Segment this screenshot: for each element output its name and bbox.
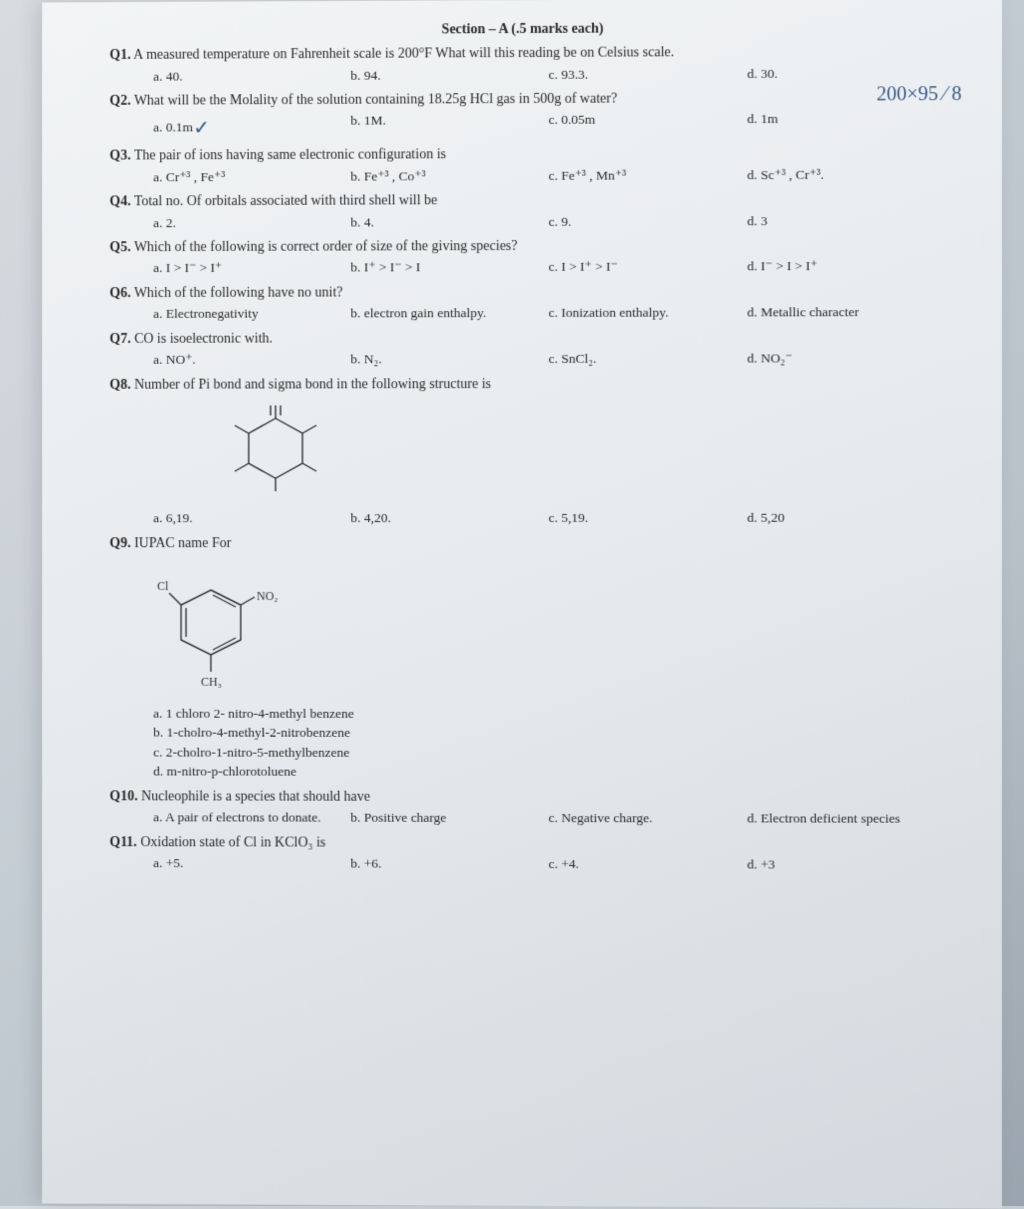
option-row: a. Cr⁺³ , Fe⁺³b. Fe⁺³ , Co⁺³c. Fe⁺³ , Mn… xyxy=(153,164,946,187)
question-stem: Q5. Which of the following is correct or… xyxy=(110,236,947,259)
question: Q2. What will be the Molality of the sol… xyxy=(102,88,947,141)
option: c. Fe⁺³ , Mn⁺³ xyxy=(549,165,748,185)
option: d. 5,20 xyxy=(747,508,946,528)
question-stem: Q11. Oxidation state of Cl in KClO₃ is xyxy=(110,833,947,855)
question: Q11. Oxidation state of Cl in KClO₃ isa.… xyxy=(102,833,947,875)
question-number: Q1. xyxy=(110,48,131,63)
question: Q1. A measured temperature on Fahrenheit… xyxy=(102,42,947,86)
option: d. m-nitro-p-chlorotoluene xyxy=(153,762,946,783)
option: d. NO₂⁻ xyxy=(747,348,946,368)
benzene-structure-icon: Cl NO₂ CH₃ xyxy=(151,560,290,690)
question-stem: Q7. CO is isoelectronic with. xyxy=(110,328,947,350)
option: d. Metallic character xyxy=(747,302,946,322)
question: Q10. Nucleophile is a species that shoul… xyxy=(102,787,947,828)
option-row: a. 40.b. 94.c. 93.3.d. 30. xyxy=(153,63,946,86)
option: a. 6,19. xyxy=(153,508,350,528)
question-stem: Q8. Number of Pi bond and sigma bond in … xyxy=(110,374,947,396)
question: Q6. Which of the following have no unit?… xyxy=(102,282,947,324)
question: Q9. IUPAC name For Cl NO₂ CH₃ a. 1 chlor… xyxy=(102,534,947,783)
checkmark-icon: ✓ xyxy=(193,115,210,144)
option: c. 9. xyxy=(549,211,748,231)
option: c. Negative charge. xyxy=(549,808,748,828)
question-stem: Q9. IUPAC name For xyxy=(110,534,947,555)
structure-icon xyxy=(221,403,331,493)
option: a. 2. xyxy=(153,212,350,232)
question-number: Q10. xyxy=(110,789,138,804)
question-stem: Q4. Total no. Of orbitals associated wit… xyxy=(110,190,947,213)
option: b. Fe⁺³ , Co⁺³ xyxy=(351,166,549,186)
option: a. Cr⁺³ , Fe⁺³ xyxy=(153,166,350,186)
option: b. 1M. xyxy=(351,110,549,140)
option: b. 1-cholro-4-methyl-2-nitrobenzene xyxy=(153,723,946,743)
option-row: a. 1 chloro 2- nitro-4-methyl benzeneb. … xyxy=(153,703,946,782)
option: c. SnCl₂. xyxy=(549,349,748,369)
option: a. Electronegativity xyxy=(153,304,350,324)
option: b. 4. xyxy=(351,212,549,232)
option: c. 2-cholro-1-nitro-5-methylbenzene xyxy=(153,742,946,763)
question-number: Q6. xyxy=(110,286,131,301)
option-row: a. 6,19.b. 4,20.c. 5,19.d. 5,20 xyxy=(153,508,946,528)
exam-page: Section – A (.5 marks each) Q1. A measur… xyxy=(42,0,1002,1209)
question-number: Q5. xyxy=(110,240,131,255)
question: Q8. Number of Pi bond and sigma bond in … xyxy=(102,374,947,528)
question-number: Q8. xyxy=(110,378,131,393)
question: Q5. Which of the following is correct or… xyxy=(102,236,947,278)
option-row: a. I > I⁻ > I⁺b. I⁺ > I⁻ > Ic. I > I⁺ > … xyxy=(153,256,946,278)
molecule-figure: Cl NO₂ CH₃ xyxy=(151,560,946,698)
molecule-figure xyxy=(221,402,947,500)
option: d. Sc⁺³ , Cr⁺³. xyxy=(747,164,946,184)
option: a. I > I⁻ > I⁺ xyxy=(153,258,350,278)
option: a. 0.1m ✓ xyxy=(153,111,350,141)
option-row: a. +5.b. +6.c. +4.d. +3 xyxy=(153,853,946,874)
option: b. N₂. xyxy=(351,349,549,369)
handwritten-margin-note: 200×95 ⁄ 8 xyxy=(876,80,961,109)
option: d. Electron deficient species xyxy=(747,808,946,828)
option: d. I⁻ > I > I⁺ xyxy=(747,256,946,276)
option: a. 40. xyxy=(153,65,350,85)
question-number: Q4. xyxy=(110,195,131,210)
svg-text:Cl: Cl xyxy=(157,579,169,593)
option: c. +4. xyxy=(549,854,748,874)
option-row: a. 0.1m ✓b. 1M.c. 0.05md. 1m xyxy=(153,109,946,141)
option: a. 1 chloro 2- nitro-4-methyl benzene xyxy=(153,703,946,723)
option: c. I > I⁺ > I⁻ xyxy=(549,257,748,277)
option: b. Positive charge xyxy=(351,808,549,828)
option: a. A pair of electrons to donate. xyxy=(153,807,350,827)
option: d. 3 xyxy=(747,210,946,230)
option: d. 1m xyxy=(747,109,946,139)
option: a. +5. xyxy=(153,853,350,873)
option: b. electron gain enthalpy. xyxy=(351,303,549,323)
question: Q4. Total no. Of orbitals associated wit… xyxy=(102,190,947,233)
option: c. 0.05m xyxy=(549,109,748,139)
question-number: Q7. xyxy=(110,332,131,347)
question: Q3. The pair of ions having same electro… xyxy=(102,144,947,187)
svg-text:CH₃: CH₃ xyxy=(201,675,222,689)
option-row: a. NO⁺.b. N₂.c. SnCl₂.d. NO₂⁻ xyxy=(153,348,946,369)
section-heading: Section – A (.5 marks each) xyxy=(102,18,947,43)
option-row: a. A pair of electrons to donate.b. Posi… xyxy=(153,807,946,828)
svg-text:NO₂: NO₂ xyxy=(257,589,278,603)
question-number: Q2. xyxy=(110,94,131,109)
option-row: a. Electronegativityb. electron gain ent… xyxy=(153,302,946,324)
option: c. Ionization enthalpy. xyxy=(549,303,748,323)
question-number: Q3. xyxy=(110,149,131,164)
question-stem: Q10. Nucleophile is a species that shoul… xyxy=(110,787,947,809)
question-number: Q11. xyxy=(110,835,137,850)
option: b. 4,20. xyxy=(351,508,549,528)
option-row: a. 2.b. 4.c. 9.d. 3 xyxy=(153,210,946,232)
question-stem: Q6. Which of the following have no unit? xyxy=(110,282,947,305)
option: b. I⁺ > I⁻ > I xyxy=(351,257,549,277)
option: b. +6. xyxy=(351,854,549,874)
question-list: Q1. A measured temperature on Fahrenheit… xyxy=(102,42,947,874)
option: d. +3 xyxy=(747,854,946,874)
question: Q7. CO is isoelectronic with.a. NO⁺.b. N… xyxy=(102,328,947,370)
option: a. NO⁺. xyxy=(153,350,350,370)
option: c. 93.3. xyxy=(549,64,748,85)
question-number: Q9. xyxy=(110,536,131,551)
option: c. 5,19. xyxy=(549,508,748,528)
option: b. 94. xyxy=(351,64,549,84)
